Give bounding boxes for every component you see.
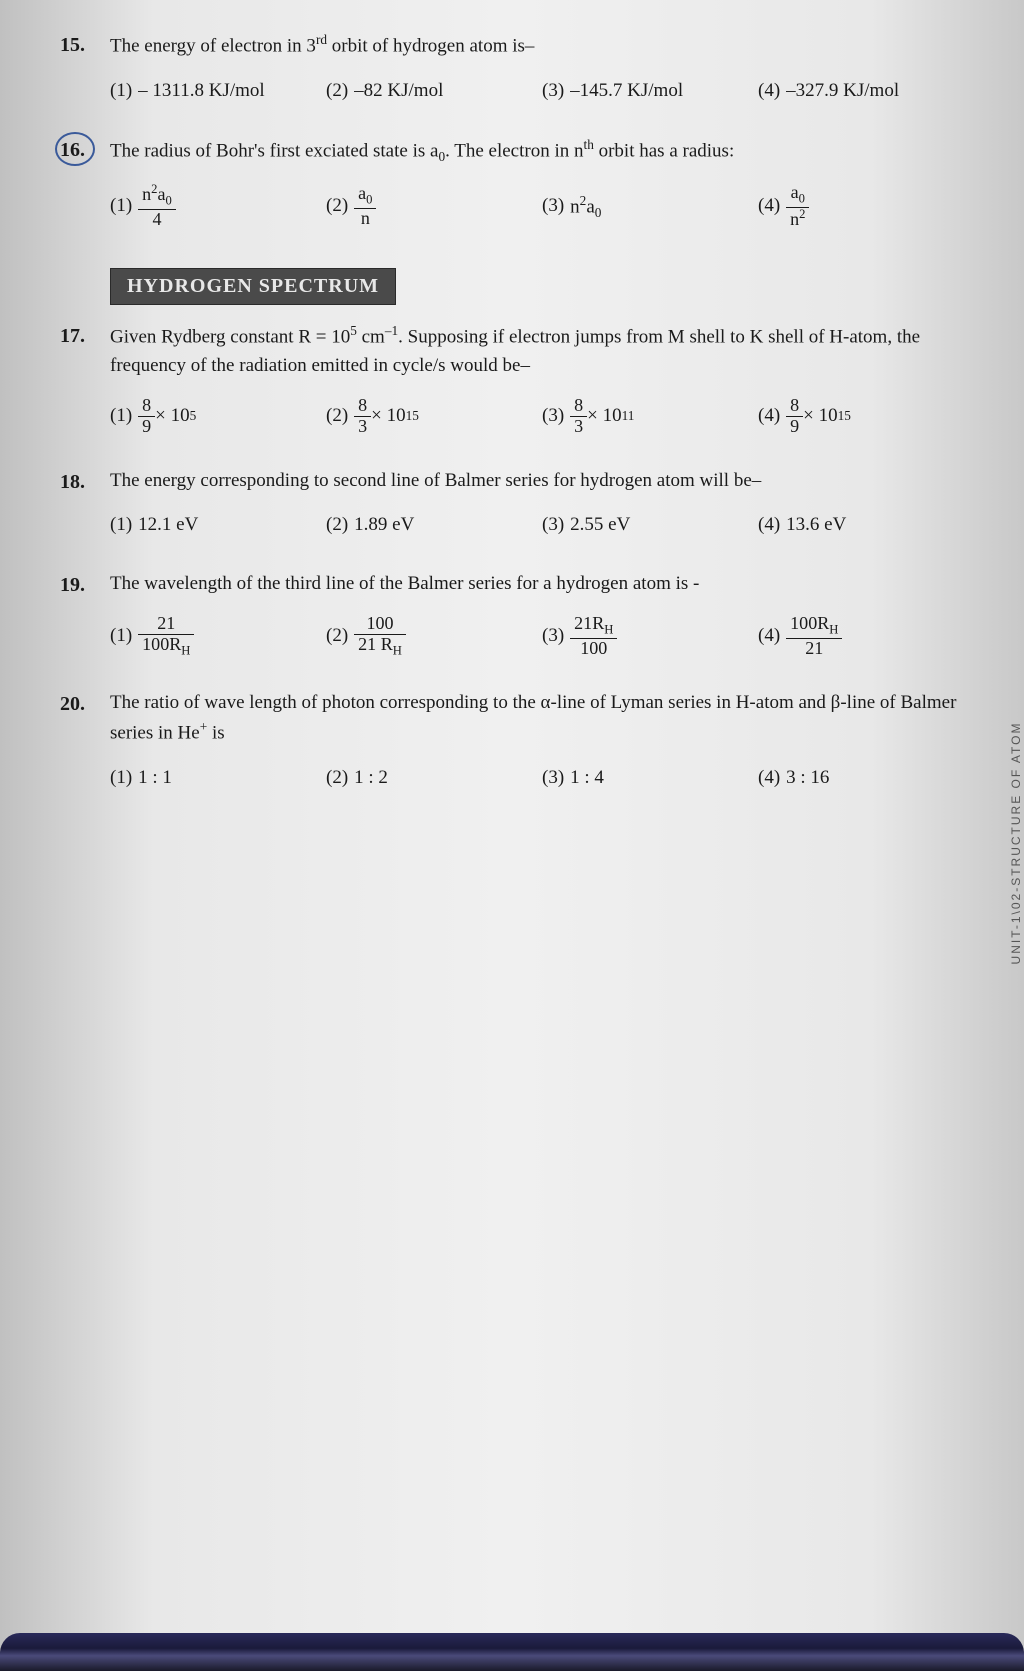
option-1: (1) n2a0 4 xyxy=(110,177,326,235)
question-body: The energy corresponding to second line … xyxy=(110,467,974,546)
question-text: Given Rydberg constant R = 105 cm–1. Sup… xyxy=(110,321,974,380)
option-1: (1)12.1 eV xyxy=(110,505,326,546)
fraction: 83 xyxy=(570,396,587,437)
pen xyxy=(0,1633,1024,1671)
fraction: a0 n xyxy=(354,184,376,228)
question-body: The radius of Bohr's first exciated stat… xyxy=(110,135,974,235)
question-16: 16. The radius of Bohr's first exciated … xyxy=(60,135,974,235)
options: (1) 21 100RH (2) 100 21 RH (3) xyxy=(110,608,974,664)
question-number: 16. xyxy=(60,135,110,235)
option-4: (4)13.6 eV xyxy=(758,505,974,546)
fraction: 89 xyxy=(138,396,155,437)
fraction: 21RH 100 xyxy=(570,614,617,658)
question-number: 15. xyxy=(60,30,110,111)
fraction: 21 100RH xyxy=(138,614,194,658)
option-3: (3) 83 × 1011 xyxy=(542,390,758,443)
fraction: a0 n2 xyxy=(786,183,809,229)
fraction: 83 xyxy=(354,396,371,437)
option-4: (4) 89 × 1015 xyxy=(758,390,974,443)
side-label: UNIT-1\02-STRUCTURE OF ATOM xyxy=(1009,721,1023,964)
question-number: 19. xyxy=(60,570,110,665)
option-4: (4) a0 n2 xyxy=(758,177,974,235)
option-2: (2) 100 21 RH xyxy=(326,608,542,664)
option-2: (2)1 : 2 xyxy=(326,758,542,799)
question-number: 17. xyxy=(60,321,110,443)
question-19: 19. The wavelength of the third line of … xyxy=(60,570,974,665)
fraction: 89 xyxy=(786,396,803,437)
question-text: The energy corresponding to second line … xyxy=(110,467,974,496)
option-3: (3)1 : 4 xyxy=(542,758,758,799)
option-4: (4)–327.9 KJ/mol xyxy=(758,71,974,112)
option-3: (3) n2a0 xyxy=(542,177,758,235)
fraction: 100 21 RH xyxy=(354,614,406,658)
option-3: (3) 21RH 100 xyxy=(542,608,758,664)
question-text: The energy of electron in 3rd orbit of h… xyxy=(110,30,974,61)
question-15: 15. The energy of electron in 3rd orbit … xyxy=(60,30,974,111)
option-1: (1)1 : 1 xyxy=(110,758,326,799)
question-text: The ratio of wave length of photon corre… xyxy=(110,689,974,748)
options: (1)12.1 eV (2)1.89 eV (3)2.55 eV (4)13.6… xyxy=(110,505,974,546)
option-1: (1)– 1311.8 KJ/mol xyxy=(110,71,326,112)
page: 15. The energy of electron in 3rd orbit … xyxy=(0,0,1024,1671)
fraction: 100RH 21 xyxy=(786,614,842,658)
question-text: The radius of Bohr's first exciated stat… xyxy=(110,135,974,167)
question-body: The ratio of wave length of photon corre… xyxy=(110,689,974,799)
question-17: 17. Given Rydberg constant R = 105 cm–1.… xyxy=(60,321,974,443)
option-4: (4)3 : 16 xyxy=(758,758,974,799)
question-body: Given Rydberg constant R = 105 cm–1. Sup… xyxy=(110,321,974,443)
question-text: The wavelength of the third line of the … xyxy=(110,570,974,599)
option-2: (2) a0 n xyxy=(326,177,542,235)
options: (1)– 1311.8 KJ/mol (2)–82 KJ/mol (3)–145… xyxy=(110,71,974,112)
option-3: (3)–145.7 KJ/mol xyxy=(542,71,758,112)
options: (1) n2a0 4 (2) a0 n (3) n2a0 xyxy=(110,177,974,235)
option-2: (2)1.89 eV xyxy=(326,505,542,546)
option-3: (3)2.55 eV xyxy=(542,505,758,546)
option-1: (1) 21 100RH xyxy=(110,608,326,664)
question-body: The wavelength of the third line of the … xyxy=(110,570,974,665)
question-body: The energy of electron in 3rd orbit of h… xyxy=(110,30,974,111)
option-1: (1) 89 × 105 xyxy=(110,390,326,443)
question-number: 18. xyxy=(60,467,110,546)
fraction: n2a0 4 xyxy=(138,183,176,229)
question-18: 18. The energy corresponding to second l… xyxy=(60,467,974,546)
section-header: HYDROGEN SPECTRUM xyxy=(110,268,396,305)
expression: n2a0 xyxy=(570,191,601,223)
question-number: 20. xyxy=(60,689,110,799)
option-4: (4) 100RH 21 xyxy=(758,608,974,664)
option-2: (2)–82 KJ/mol xyxy=(326,71,542,112)
option-2: (2) 83 × 1015 xyxy=(326,390,542,443)
options: (1)1 : 1 (2)1 : 2 (3)1 : 4 (4)3 : 16 xyxy=(110,758,974,799)
options: (1) 89 × 105 (2) 83 × 1015 (3) 83 × 1011… xyxy=(110,390,974,443)
question-20: 20. The ratio of wave length of photon c… xyxy=(60,689,974,799)
